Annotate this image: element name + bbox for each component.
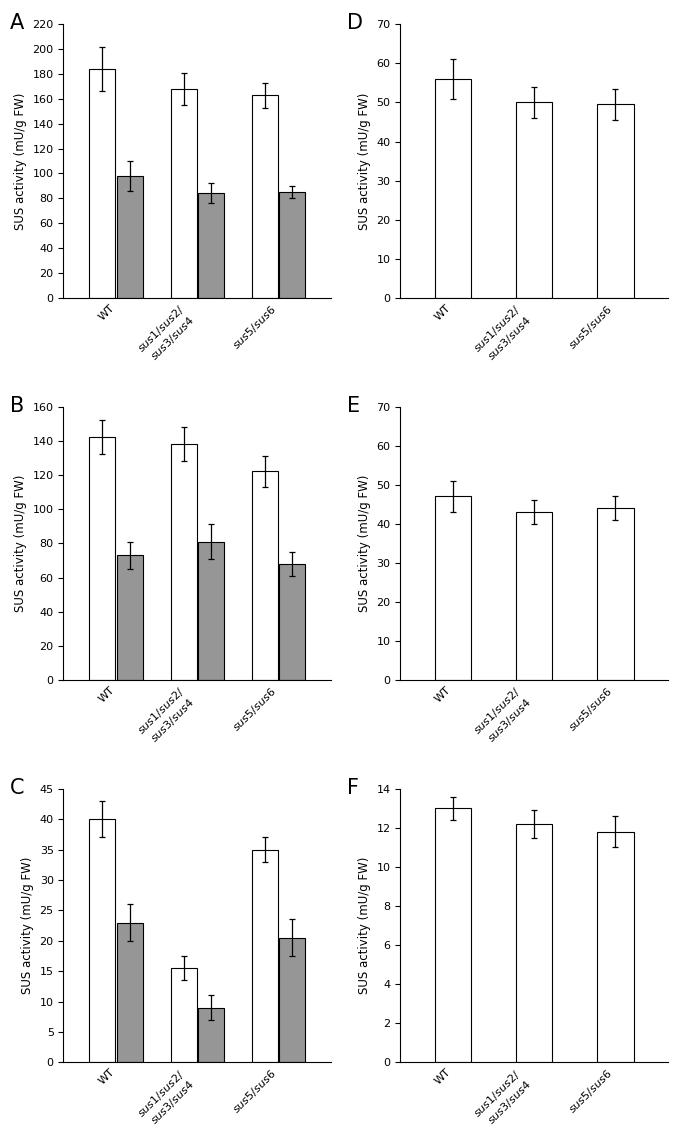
Bar bbox=[89, 819, 115, 1063]
Bar bbox=[198, 193, 224, 297]
Y-axis label: SUS activity (mU/g FW): SUS activity (mU/g FW) bbox=[14, 475, 27, 612]
Bar bbox=[252, 471, 278, 680]
Bar bbox=[117, 176, 143, 297]
Bar bbox=[434, 809, 471, 1063]
Y-axis label: SUS activity (mU/g FW): SUS activity (mU/g FW) bbox=[358, 475, 371, 612]
Y-axis label: SUS activity (mU/g FW): SUS activity (mU/g FW) bbox=[14, 93, 27, 230]
Text: D: D bbox=[346, 14, 363, 33]
Bar bbox=[198, 541, 224, 680]
Text: B: B bbox=[10, 396, 24, 415]
Bar bbox=[280, 938, 306, 1063]
Bar bbox=[597, 832, 634, 1063]
Text: E: E bbox=[346, 396, 359, 415]
Bar bbox=[252, 850, 278, 1063]
Bar bbox=[170, 89, 196, 297]
Bar bbox=[89, 69, 115, 297]
Text: F: F bbox=[346, 778, 359, 797]
Bar bbox=[597, 508, 634, 680]
Text: C: C bbox=[10, 778, 25, 797]
Text: A: A bbox=[10, 14, 24, 33]
Bar bbox=[280, 564, 306, 680]
Bar bbox=[252, 95, 278, 297]
Bar bbox=[516, 513, 552, 680]
Bar bbox=[89, 437, 115, 680]
Bar bbox=[434, 79, 471, 297]
Y-axis label: SUS activity (mU/g FW): SUS activity (mU/g FW) bbox=[358, 857, 371, 994]
Y-axis label: SUS activity (mU/g FW): SUS activity (mU/g FW) bbox=[358, 93, 371, 230]
Bar bbox=[516, 824, 552, 1063]
Bar bbox=[170, 968, 196, 1063]
Bar bbox=[117, 555, 143, 680]
Bar bbox=[597, 104, 634, 297]
Y-axis label: SUS activity (mU/g FW): SUS activity (mU/g FW) bbox=[21, 857, 34, 994]
Bar bbox=[198, 1008, 224, 1063]
Bar bbox=[117, 922, 143, 1063]
Bar bbox=[280, 192, 306, 297]
Bar bbox=[434, 496, 471, 680]
Bar bbox=[516, 103, 552, 297]
Bar bbox=[170, 444, 196, 680]
